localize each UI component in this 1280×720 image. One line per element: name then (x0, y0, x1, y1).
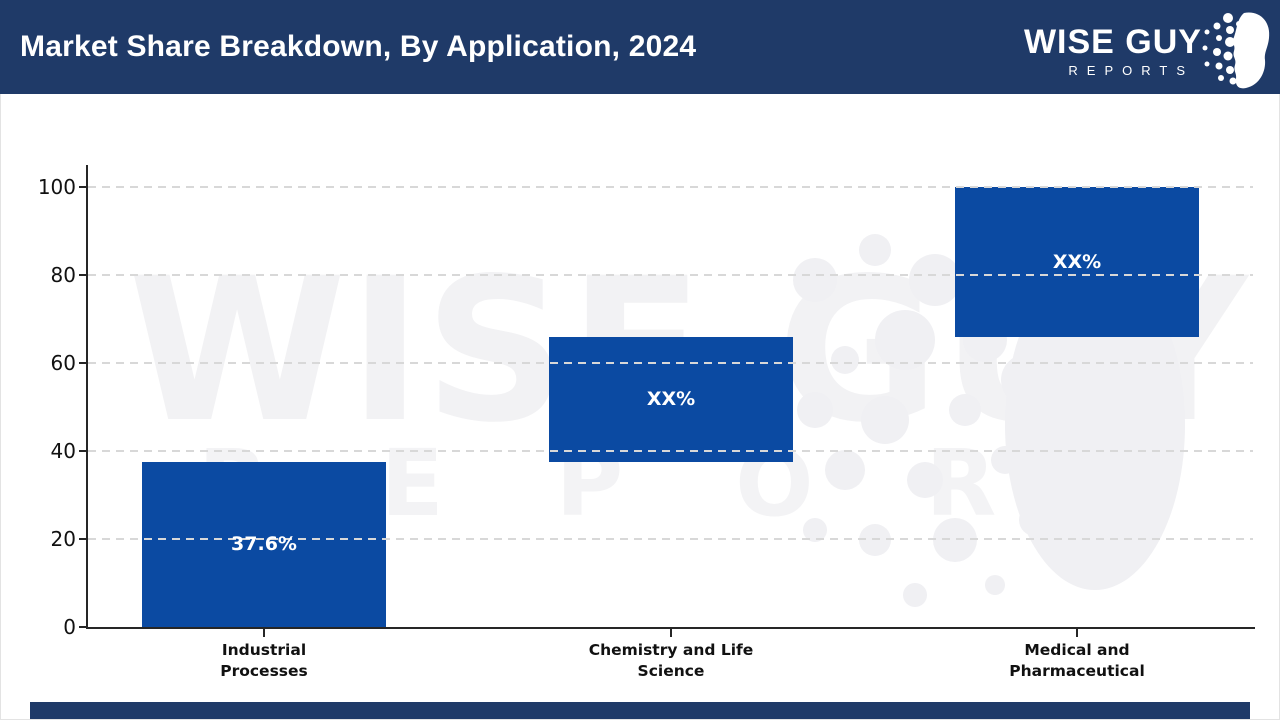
y-tick-mark-80 (79, 274, 87, 276)
bar-chemistry-and-life-science (549, 336, 793, 462)
x-category-label-0: Industrial Processes (220, 641, 308, 680)
logo-wordmark: WISE GUY (1023, 23, 1202, 61)
logo-subtext: REPORTS (1068, 63, 1194, 78)
x-category-label-1: Chemistry and Life Science (588, 641, 754, 680)
x-category-label-2: Medical and Pharmaceutical (1009, 641, 1145, 680)
y-tick-label-20: 20 (50, 527, 76, 551)
gridline-20 (88, 538, 1253, 540)
gridline-80 (88, 274, 1253, 276)
y-tick-mark-60 (79, 362, 87, 364)
x-tick-mark-0 (263, 629, 265, 637)
y-tick-label-80: 80 (50, 263, 76, 287)
x-axis-spine (86, 627, 1255, 629)
gridline-40 (88, 450, 1253, 452)
wise-guy-reports-logo: WISE GUY REPORTS (1010, 6, 1270, 90)
bar-industrial-processes (142, 461, 386, 627)
bar-value-label: XX% (646, 388, 696, 411)
y-tick-mark-0 (79, 626, 87, 628)
bar-medical-and-pharmaceutical (955, 187, 1199, 337)
gridline-100 (88, 186, 1253, 188)
gridline-60 (88, 362, 1253, 364)
footer-band (30, 702, 1250, 719)
y-tick-label-40: 40 (50, 439, 76, 463)
y-tick-mark-100 (79, 186, 87, 188)
x-tick-mark-2 (1076, 629, 1078, 637)
y-tick-label-60: 60 (50, 351, 76, 375)
y-tick-mark-20 (79, 538, 87, 540)
y-tick-label-0: 0 (63, 615, 76, 639)
logo-face-icon (1202, 12, 1270, 89)
bar-value-label: 37.6% (231, 533, 297, 556)
bar-value-label: XX% (1052, 250, 1102, 273)
chart-title: Market Share Breakdown, By Application, … (20, 30, 697, 63)
y-tick-label-100: 100 (37, 175, 76, 199)
y-axis-spine (86, 165, 88, 629)
header-band: Market Share Breakdown, By Application, … (0, 0, 1280, 94)
y-tick-mark-40 (79, 450, 87, 452)
x-tick-mark-1 (670, 629, 672, 637)
